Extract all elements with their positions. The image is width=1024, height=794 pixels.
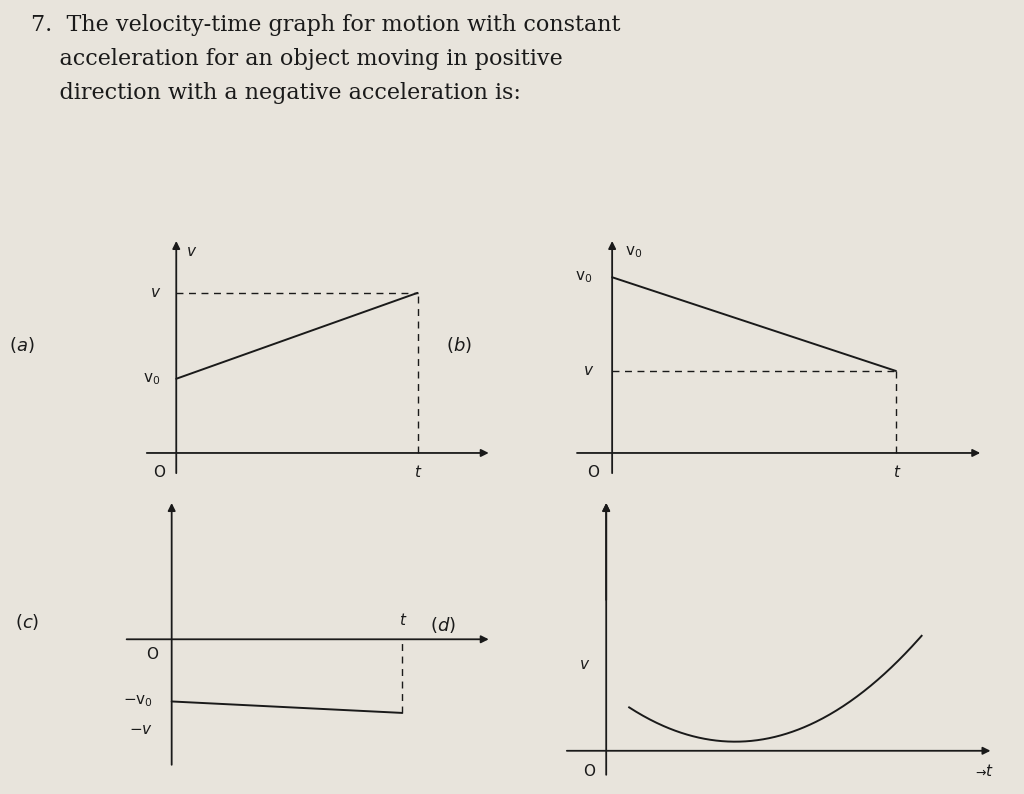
Text: $\rightarrow$: $\rightarrow$ <box>973 765 987 779</box>
Text: 7.  The velocity-time graph for motion with constant
    acceleration for an obj: 7. The velocity-time graph for motion wi… <box>31 14 620 104</box>
Text: t: t <box>399 613 406 628</box>
Text: v: v <box>580 657 589 672</box>
Text: O: O <box>146 647 158 662</box>
Text: v: v <box>187 244 197 259</box>
Text: v$_0$: v$_0$ <box>142 371 160 387</box>
Text: O: O <box>583 765 595 780</box>
Text: t: t <box>415 464 421 480</box>
Text: $(b)$: $(b)$ <box>445 335 472 356</box>
Text: v$_0$: v$_0$ <box>625 244 642 260</box>
Text: t: t <box>893 464 899 480</box>
Text: v: v <box>584 364 593 379</box>
Text: $-$v$_0$: $-$v$_0$ <box>123 694 153 709</box>
Text: O: O <box>587 464 599 480</box>
Text: O: O <box>154 464 165 480</box>
Text: t: t <box>985 765 990 780</box>
Text: $(a)$: $(a)$ <box>9 335 34 356</box>
Text: $-$v: $-$v <box>129 722 153 737</box>
Text: v$_0$: v$_0$ <box>575 269 593 285</box>
Text: $(d)$: $(d)$ <box>430 615 456 635</box>
Text: v: v <box>151 285 160 300</box>
Text: $(c)$: $(c)$ <box>14 611 39 632</box>
